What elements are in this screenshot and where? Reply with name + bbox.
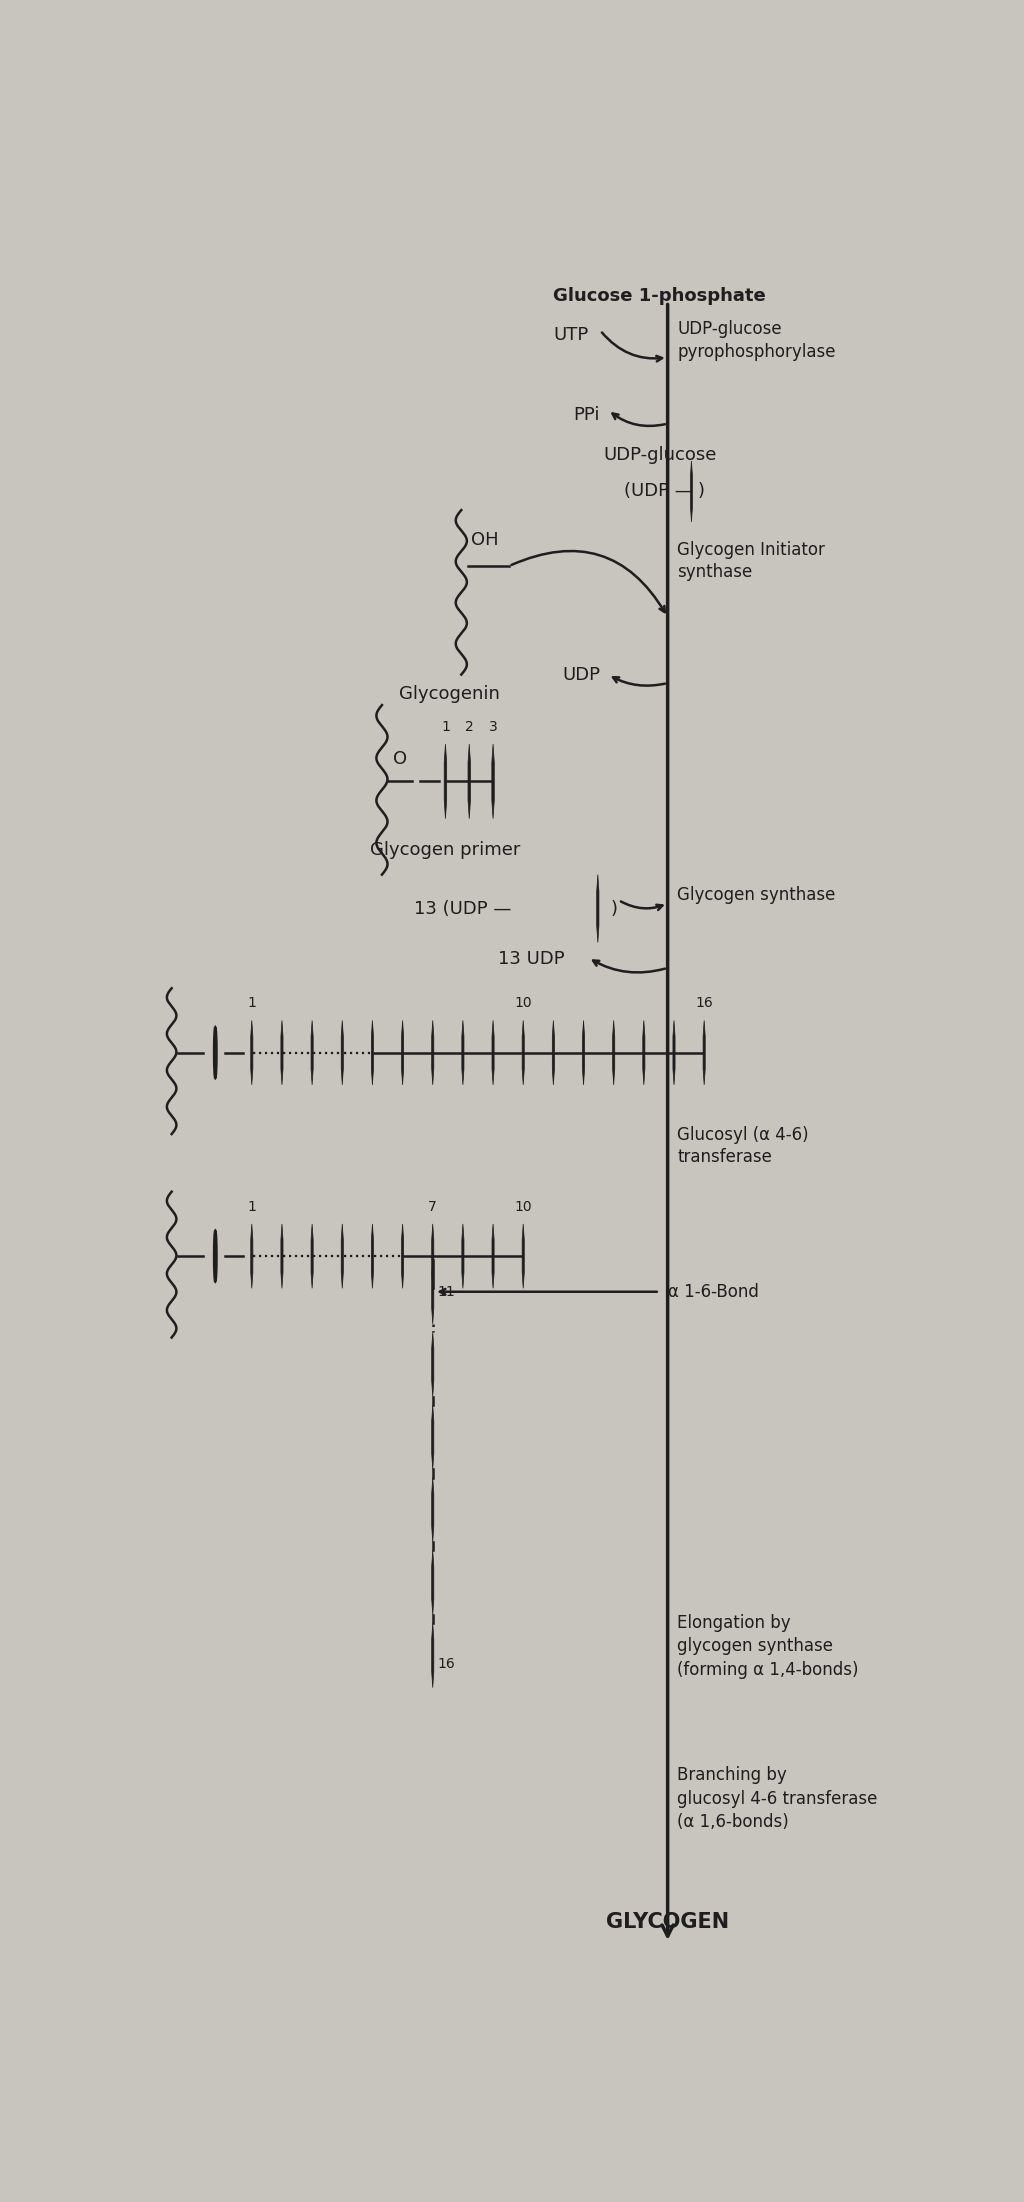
Text: 13 (UDP —: 13 (UDP — xyxy=(414,901,511,918)
Polygon shape xyxy=(311,1224,313,1288)
Text: 13 UDP: 13 UDP xyxy=(498,951,564,969)
Text: GLYCOGEN: GLYCOGEN xyxy=(606,1914,729,1933)
Text: 10: 10 xyxy=(514,1200,532,1213)
Text: UTP: UTP xyxy=(553,326,588,344)
Text: 1: 1 xyxy=(441,720,450,733)
Polygon shape xyxy=(492,1224,495,1288)
Text: ): ) xyxy=(697,482,705,500)
Text: Branching by
glucosyl 4-6 transferase
(α 1,6-bonds): Branching by glucosyl 4-6 transferase (α… xyxy=(677,1766,878,1832)
Text: Glucosyl (α 4-6)
transferase: Glucosyl (α 4-6) transferase xyxy=(677,1125,809,1167)
Polygon shape xyxy=(432,1478,434,1541)
Circle shape xyxy=(214,1231,216,1282)
Polygon shape xyxy=(492,744,495,819)
Text: Glycogenin: Glycogenin xyxy=(399,685,500,702)
Text: α 1-6-Bond: α 1-6-Bond xyxy=(668,1284,759,1301)
Polygon shape xyxy=(432,1020,434,1086)
Text: UDP-glucose
pyrophosphorylase: UDP-glucose pyrophosphorylase xyxy=(677,321,836,361)
Polygon shape xyxy=(432,1224,434,1288)
Polygon shape xyxy=(311,1020,313,1086)
Polygon shape xyxy=(401,1224,403,1288)
Text: UDP: UDP xyxy=(562,665,600,683)
Text: 16: 16 xyxy=(695,995,713,1011)
Text: 1: 1 xyxy=(248,995,256,1011)
Polygon shape xyxy=(583,1020,585,1086)
Text: 2: 2 xyxy=(465,720,474,733)
Polygon shape xyxy=(432,1550,434,1614)
Circle shape xyxy=(214,1026,216,1079)
Polygon shape xyxy=(341,1224,343,1288)
Text: O: O xyxy=(393,751,408,768)
Polygon shape xyxy=(341,1020,343,1086)
Polygon shape xyxy=(281,1020,283,1086)
Polygon shape xyxy=(251,1020,253,1086)
Polygon shape xyxy=(432,1623,434,1687)
Polygon shape xyxy=(703,1020,706,1086)
Polygon shape xyxy=(372,1020,374,1086)
Polygon shape xyxy=(673,1020,675,1086)
Polygon shape xyxy=(468,744,470,819)
Polygon shape xyxy=(522,1224,524,1288)
Polygon shape xyxy=(612,1020,614,1086)
Text: Glucose 1-phosphate: Glucose 1-phosphate xyxy=(553,286,766,304)
Text: 16: 16 xyxy=(437,1656,456,1671)
Text: 3: 3 xyxy=(488,720,498,733)
Text: (UDP —: (UDP — xyxy=(624,482,693,500)
Text: ): ) xyxy=(610,901,617,918)
Text: Glycogen Initiator
synthase: Glycogen Initiator synthase xyxy=(677,542,825,581)
Polygon shape xyxy=(522,1020,524,1086)
Polygon shape xyxy=(597,874,599,942)
Polygon shape xyxy=(552,1020,554,1086)
Polygon shape xyxy=(251,1224,253,1288)
Polygon shape xyxy=(401,1020,403,1086)
Polygon shape xyxy=(432,1260,434,1323)
Text: 7: 7 xyxy=(428,1200,437,1213)
Polygon shape xyxy=(492,1020,495,1086)
Text: 1: 1 xyxy=(248,1200,256,1213)
Polygon shape xyxy=(281,1224,283,1288)
Polygon shape xyxy=(690,460,692,522)
Polygon shape xyxy=(462,1020,464,1086)
Polygon shape xyxy=(462,1224,464,1288)
Text: 10: 10 xyxy=(514,995,532,1011)
Text: 11: 11 xyxy=(437,1284,456,1299)
Text: UDP-glucose: UDP-glucose xyxy=(603,447,717,465)
Polygon shape xyxy=(643,1020,645,1086)
Polygon shape xyxy=(444,744,446,819)
Polygon shape xyxy=(432,1405,434,1469)
Text: Glycogen synthase: Glycogen synthase xyxy=(677,885,836,905)
Text: PPi: PPi xyxy=(573,405,600,425)
Text: OH: OH xyxy=(471,531,499,548)
Polygon shape xyxy=(372,1224,374,1288)
Text: Glycogen primer: Glycogen primer xyxy=(371,841,520,859)
Text: Elongation by
glycogen synthase
(forming α 1,4-bonds): Elongation by glycogen synthase (forming… xyxy=(677,1614,859,1678)
Polygon shape xyxy=(432,1332,434,1396)
